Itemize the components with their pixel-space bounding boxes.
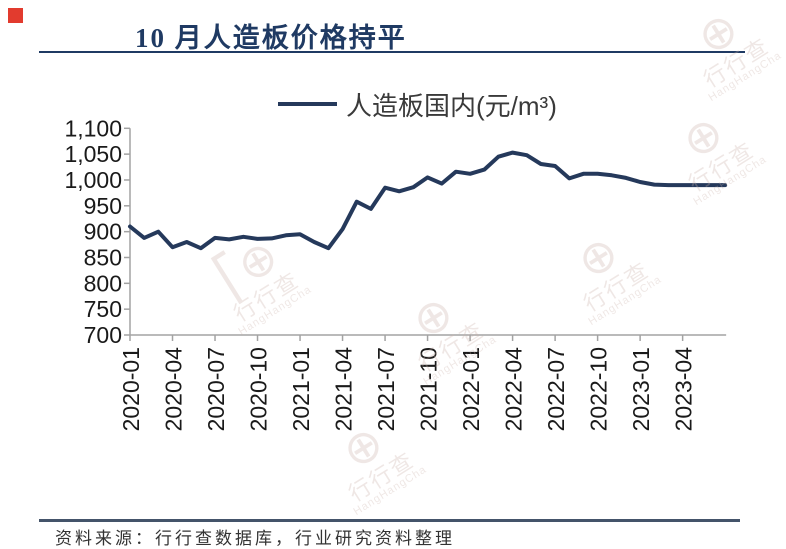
legend-line-swatch <box>278 102 337 106</box>
y-axis-label: 750 <box>84 296 122 322</box>
title-underline <box>39 51 745 53</box>
y-axis-label: 700 <box>84 322 122 348</box>
x-axis-label: 2021-01 <box>288 347 314 431</box>
x-axis-label: 2022-04 <box>501 347 527 432</box>
price-series-line <box>128 150 728 251</box>
y-axis-label: 1,100 <box>64 115 122 141</box>
x-axis-label: 2021-04 <box>331 347 357 432</box>
y-axis-label: 900 <box>84 219 122 245</box>
legend-series-label: 人造板国内(元/m³) <box>346 90 557 121</box>
x-axis-label: 2022-01 <box>458 347 484 431</box>
source-attribution: 资料来源：行行查数据库，行业研究资料整理 <box>55 529 455 548</box>
x-axis-label: 2023-04 <box>671 347 697 432</box>
y-axis-label: 1,000 <box>64 167 122 193</box>
page-title: 10 月人造板价格持平 <box>135 23 407 53</box>
x-axis-label: 2020-07 <box>203 347 229 431</box>
x-axis-label: 2020-10 <box>246 347 272 431</box>
x-axis-label: 2020-04 <box>161 347 187 432</box>
x-axis-label: 2022-07 <box>543 347 569 431</box>
footer-rule <box>39 519 740 522</box>
x-axis-label: 2021-07 <box>373 347 399 431</box>
x-axis-label: 2023-01 <box>628 347 654 431</box>
y-axis-label: 1,050 <box>64 141 122 167</box>
x-axis-label: 2022-10 <box>586 347 612 431</box>
chart-legend: 人造板国内(元/m³) <box>278 89 557 121</box>
x-axis-label: 2021-10 <box>416 347 442 431</box>
report-chart-page: { "page": { "title": "10 月人造板价格持平", "acc… <box>8 0 785 548</box>
x-axis-label: 2020-01 <box>118 347 144 431</box>
red-square-marker <box>8 8 23 23</box>
y-axis-label: 950 <box>84 193 122 219</box>
y-axis-label: 850 <box>84 244 122 270</box>
y-axis-label: 800 <box>84 270 122 296</box>
